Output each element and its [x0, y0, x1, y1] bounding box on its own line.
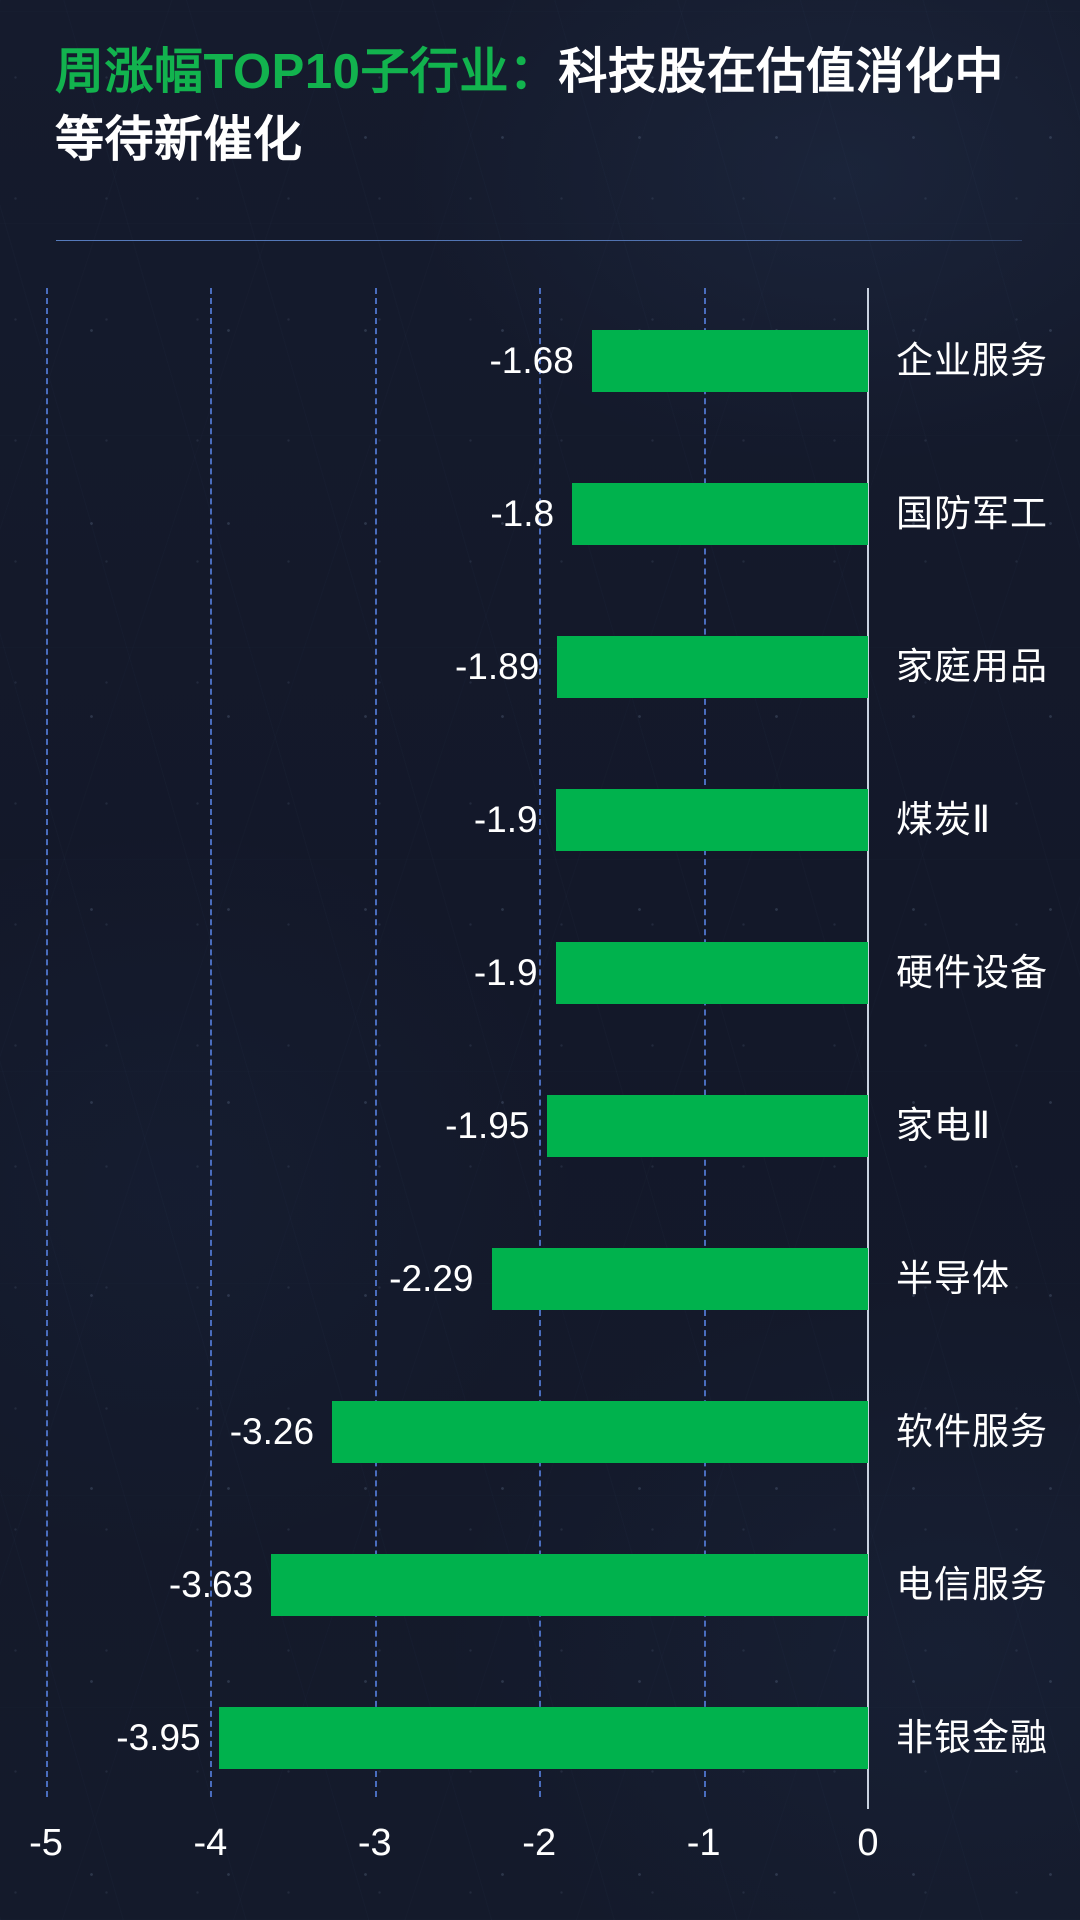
x-axis-tick: -5	[29, 1822, 63, 1864]
bar-value-label: -2.29	[389, 1258, 474, 1299]
gridline	[703, 288, 706, 1797]
x-axis-tick: -3	[357, 1822, 392, 1864]
bar-row[interactable]: -1.9 硬件设备	[0, 942, 1080, 1004]
page-title-accent: 周涨幅TOP10子行业：	[55, 45, 559, 99]
bar-category-label: 电信服务	[896, 1564, 1048, 1605]
bar-value-label: -1.9	[473, 952, 538, 993]
gridline	[46, 288, 48, 1797]
gridline	[374, 288, 377, 1797]
x-axis-tick: -4	[193, 1822, 228, 1864]
bar[interactable]	[332, 1401, 868, 1463]
bar-row[interactable]: -1.95 家电Ⅱ	[0, 1095, 1080, 1157]
bar[interactable]	[271, 1554, 868, 1616]
bar-value-label: -1.9	[473, 799, 538, 840]
bar-category-label: 企业服务	[896, 340, 1048, 381]
bar-row[interactable]: -1.89 家庭用品	[0, 636, 1080, 698]
gridline	[539, 288, 542, 1797]
bar-category-label: 家庭用品	[896, 646, 1048, 687]
bar[interactable]	[555, 942, 868, 1004]
bar-category-label: 家电Ⅱ	[896, 1105, 992, 1146]
bar[interactable]	[555, 789, 868, 851]
bar-row[interactable]: -1.9 煤炭Ⅱ	[0, 789, 1080, 851]
x-axis-tick: 0	[857, 1822, 879, 1864]
bar-category-label: 煤炭Ⅱ	[896, 799, 992, 840]
bar-row[interactable]: -3.95 非银金融	[0, 1707, 1080, 1769]
bar-row[interactable]: -1.8 国防军工	[0, 483, 1080, 545]
bar[interactable]	[557, 636, 868, 698]
title-divider	[56, 240, 1022, 241]
bar-row[interactable]: -3.26 软件服务	[0, 1401, 1080, 1463]
x-axis-tick: -2	[522, 1822, 557, 1864]
bar-value-label: -1.68	[489, 340, 574, 381]
bar-row[interactable]: -3.63 电信服务	[0, 1554, 1080, 1616]
page-title: 周涨幅TOP10子行业：科技股在估值消化中等待新催化	[55, 38, 1035, 174]
bar-category-label: 国防军工	[896, 493, 1048, 534]
bar-category-label: 半导体	[896, 1258, 1010, 1299]
bar-category-label: 硬件设备	[896, 952, 1048, 993]
bar[interactable]	[572, 483, 868, 545]
bar[interactable]	[591, 330, 868, 392]
bar-category-label: 软件服务	[896, 1411, 1048, 1452]
bar-row[interactable]: -1.68 企业服务	[0, 330, 1080, 392]
page-title-plain: 科技股在估值消化中等待新催化	[55, 45, 1004, 167]
bar[interactable]	[547, 1095, 868, 1157]
bar-value-label: -3.63	[168, 1564, 254, 1605]
bar-value-label: -1.89	[454, 646, 540, 687]
bar[interactable]	[491, 1248, 868, 1310]
bar[interactable]	[218, 1707, 868, 1769]
gridline	[210, 288, 213, 1797]
bar-value-label: -1.8	[490, 493, 555, 534]
bar-category-label: 非银金融	[896, 1717, 1048, 1758]
bar-value-label: -1.95	[445, 1105, 530, 1146]
x-axis-tick: -1	[686, 1822, 721, 1864]
bar-value-label: -3.95	[116, 1717, 201, 1758]
bar-value-label: -3.26	[229, 1411, 315, 1452]
zero-axis-line	[867, 288, 869, 1809]
bar-row[interactable]: -2.29 半导体	[0, 1248, 1080, 1310]
